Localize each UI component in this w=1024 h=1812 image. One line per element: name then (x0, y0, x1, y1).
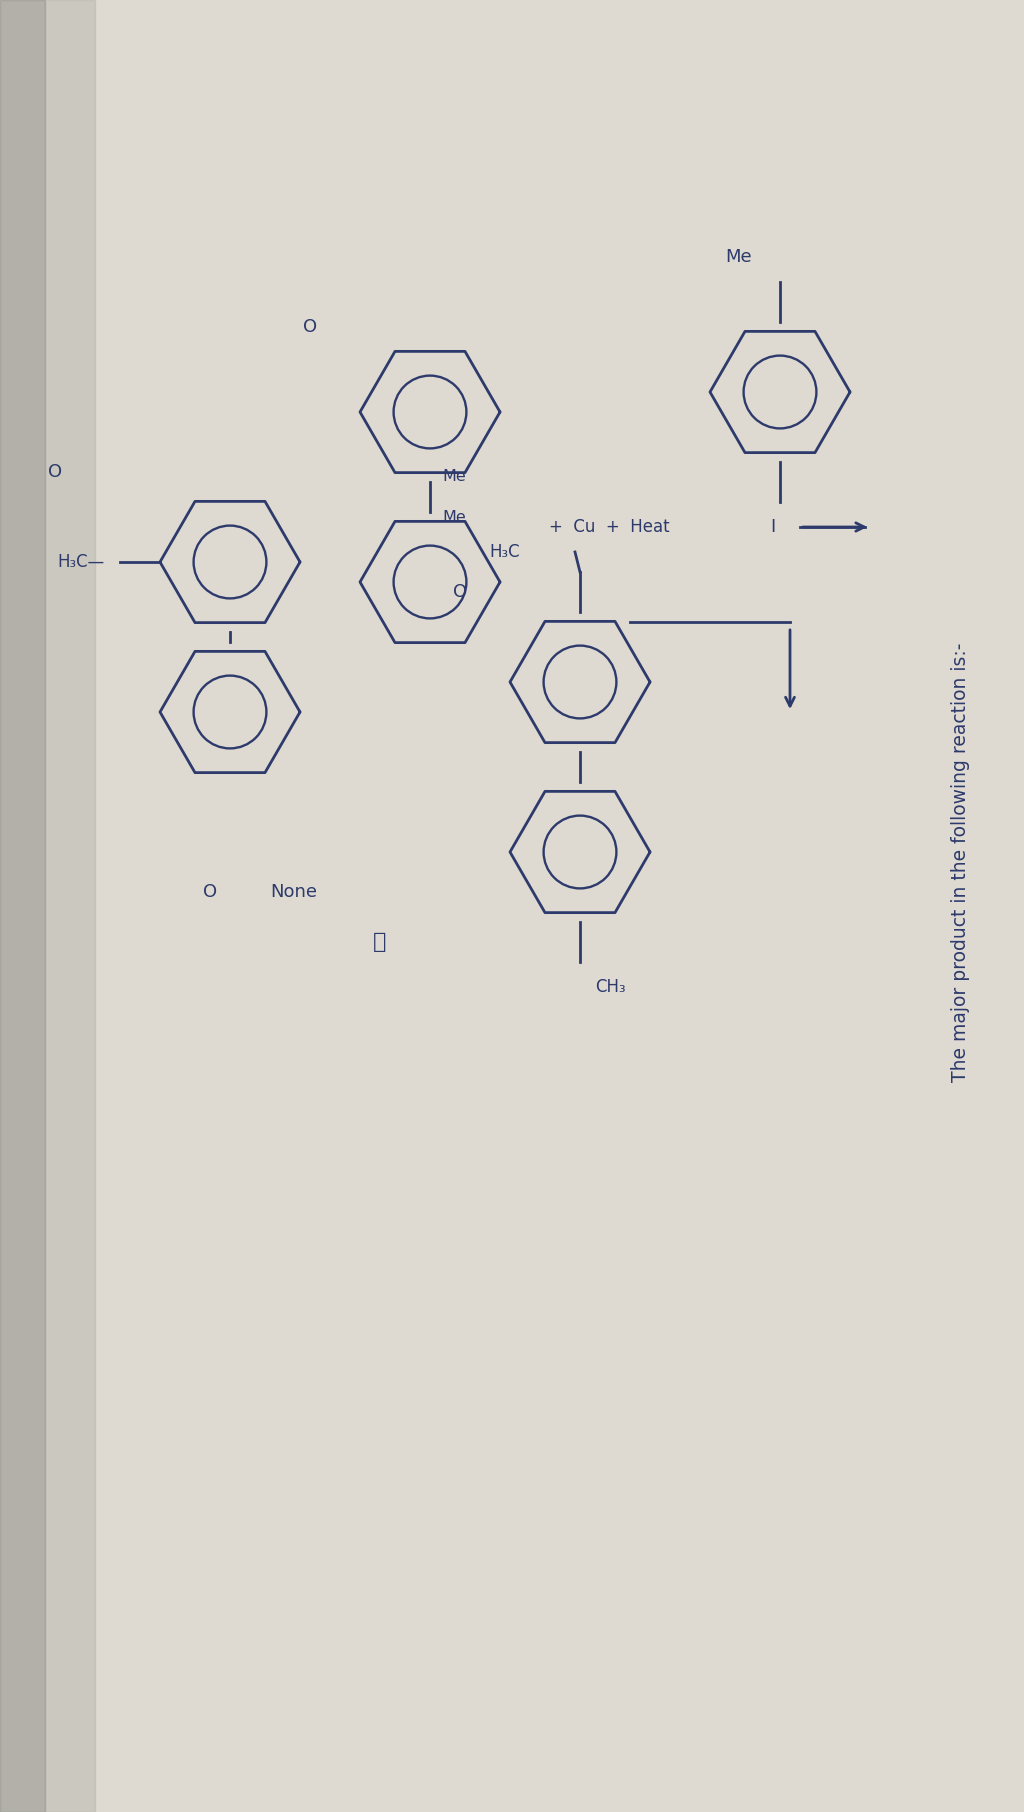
Text: O: O (48, 464, 62, 480)
Bar (45, 0, 95, 1812)
Text: Me: Me (442, 509, 466, 525)
Text: I: I (770, 518, 775, 536)
Text: None: None (270, 882, 317, 901)
Text: Me: Me (725, 248, 752, 266)
Text: The major product in the following reaction is:-: The major product in the following react… (950, 641, 970, 1082)
Bar (0, 0, 45, 1812)
Text: O: O (303, 317, 317, 335)
Text: Me: Me (442, 469, 466, 484)
Text: +  Cu  +  Heat: + Cu + Heat (549, 518, 670, 536)
Text: O: O (203, 882, 217, 901)
Text: 👇: 👇 (374, 931, 387, 951)
Text: CH₃: CH₃ (595, 978, 626, 997)
Text: H₃C—: H₃C— (57, 553, 105, 571)
Text: O: O (453, 583, 467, 602)
Text: H₃C: H₃C (489, 544, 520, 562)
